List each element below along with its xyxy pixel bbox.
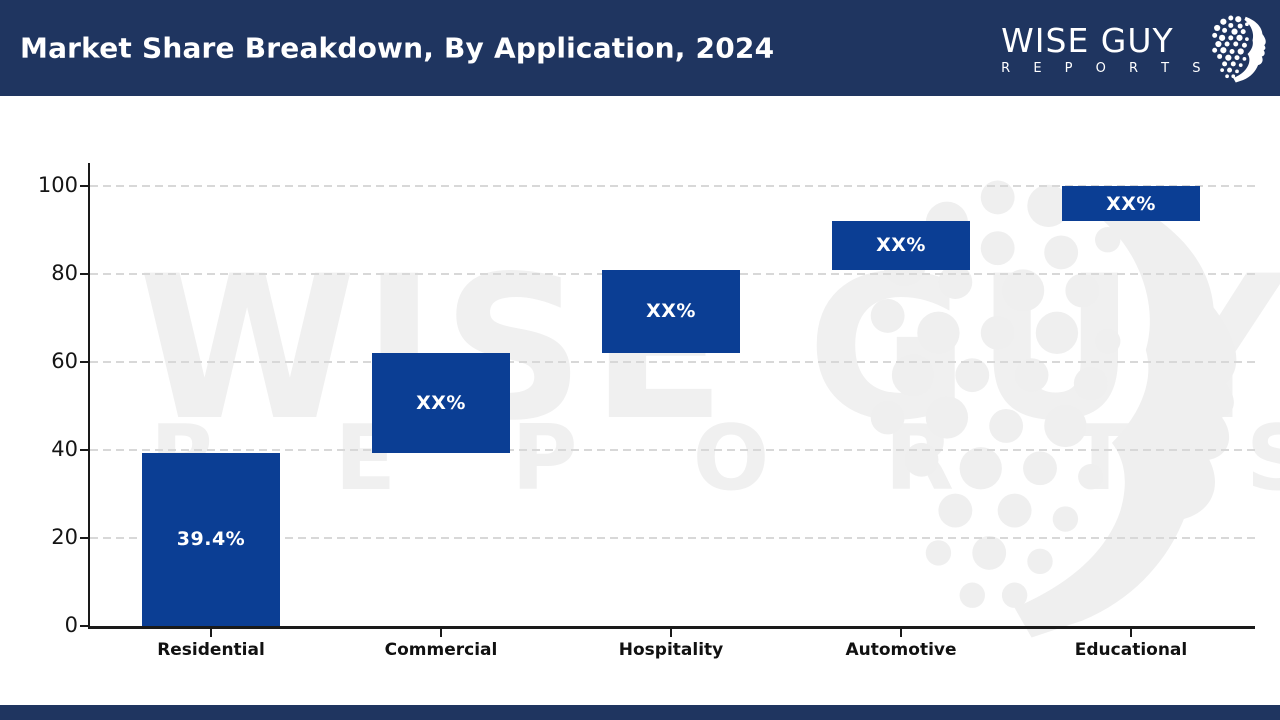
y-tick-label: 100 bbox=[37, 173, 78, 197]
y-tick-mark bbox=[80, 185, 88, 187]
logo-subtext: R E P O R T S bbox=[1001, 60, 1210, 76]
bar-value-label: 39.4% bbox=[176, 528, 246, 551]
x-axis-label-automotive: Automotive bbox=[845, 640, 957, 660]
wise-guy-logo: WISE GUY R E P O R T S bbox=[1001, 6, 1268, 92]
x-axis-label-educational: Educational bbox=[1074, 640, 1188, 660]
footer-bar bbox=[0, 705, 1280, 720]
y-tick-mark bbox=[80, 273, 88, 275]
y-tick-label: 20 bbox=[51, 525, 78, 549]
page-title: Market Share Breakdown, By Application, … bbox=[20, 31, 775, 65]
bar-educational: XX% bbox=[1062, 186, 1200, 222]
gridline-60 bbox=[90, 361, 1255, 363]
bar-value-label: XX% bbox=[646, 300, 696, 323]
x-axis-line bbox=[88, 626, 1255, 629]
y-tick-label: 0 bbox=[64, 613, 78, 637]
bar-residential: 39.4% bbox=[142, 452, 280, 626]
bar-commercial: XX% bbox=[372, 353, 510, 453]
y-tick-label: 60 bbox=[51, 349, 78, 373]
x-tick-mark bbox=[210, 629, 212, 637]
bar-value-label: XX% bbox=[876, 234, 926, 257]
x-tick-mark bbox=[1130, 629, 1132, 637]
y-tick-mark bbox=[80, 537, 88, 539]
header-bar: Market Share Breakdown, By Application, … bbox=[0, 0, 1280, 96]
logo-wordmark: WISE GUY bbox=[1001, 20, 1174, 60]
bar-value-label: XX% bbox=[416, 391, 466, 414]
bar-automotive: XX% bbox=[832, 221, 970, 270]
x-axis-label-residential: Residential bbox=[157, 640, 265, 660]
bar-hospitality: XX% bbox=[602, 269, 740, 354]
x-tick-mark bbox=[440, 629, 442, 637]
bar-value-label: XX% bbox=[1106, 192, 1156, 215]
y-axis-line bbox=[88, 163, 90, 629]
y-tick-label: 80 bbox=[51, 261, 78, 285]
y-tick-mark bbox=[80, 449, 88, 451]
y-tick-label: 40 bbox=[51, 437, 78, 461]
x-tick-mark bbox=[900, 629, 902, 637]
x-tick-mark bbox=[670, 629, 672, 637]
x-axis-label-commercial: Commercial bbox=[384, 640, 498, 660]
gridline-100 bbox=[90, 185, 1255, 187]
gridline-20 bbox=[90, 537, 1255, 539]
gridline-40 bbox=[90, 449, 1255, 451]
x-axis-label-hospitality: Hospitality bbox=[618, 640, 724, 660]
logo-text: WISE GUY R E P O R T S bbox=[1001, 24, 1210, 75]
y-tick-mark bbox=[80, 361, 88, 363]
y-tick-mark bbox=[80, 625, 88, 627]
